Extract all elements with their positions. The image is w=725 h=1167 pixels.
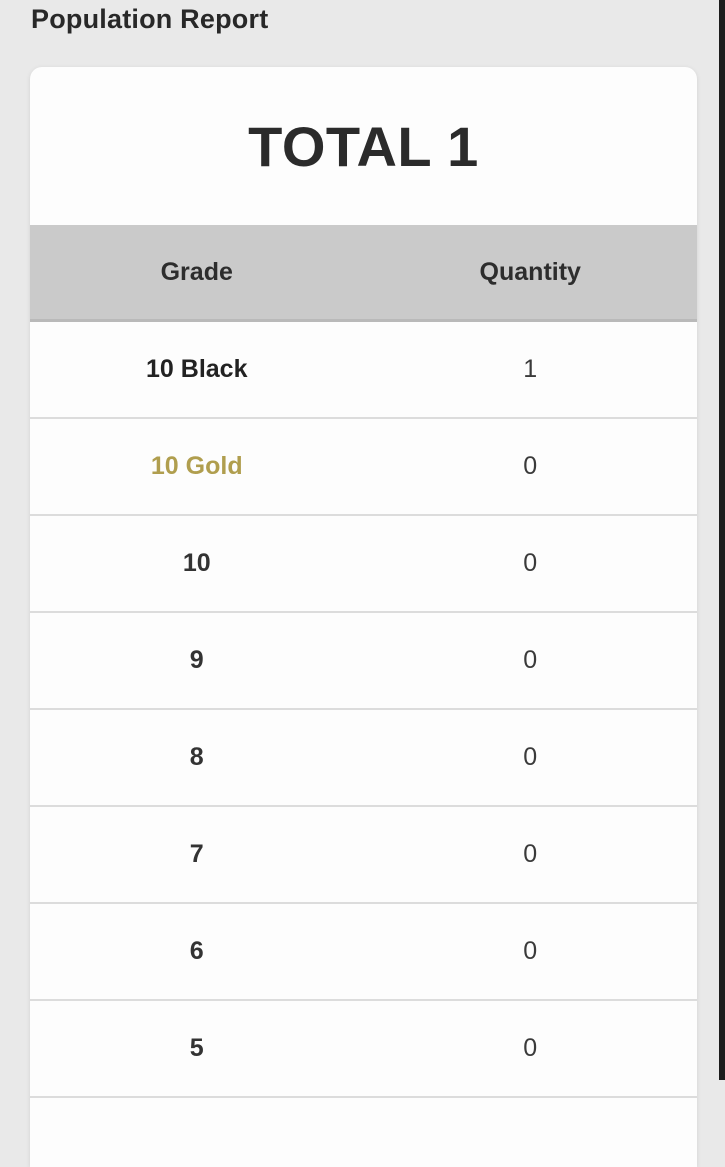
grade-cell: 7 <box>189 840 204 868</box>
quantity-cell: 1 <box>523 355 538 383</box>
grade-cell: 10 Black <box>146 355 248 383</box>
total-header: TOTAL 1 <box>30 67 697 225</box>
grade-cell: 9 <box>189 646 204 674</box>
page-title: Population Report <box>31 4 269 34</box>
table-row: 5 0 <box>30 1001 697 1098</box>
table-row: 6 0 <box>30 904 697 1001</box>
table-header-row: Grade Quantity <box>30 225 697 322</box>
grade-cell: 8 <box>189 743 204 771</box>
grade-cell: 5 <box>189 1034 204 1062</box>
table-row: 7 0 <box>30 807 697 904</box>
column-header-grade: Grade <box>160 257 233 286</box>
table-row: 10 Black 1 <box>30 322 697 419</box>
table-row: 10 Gold 0 <box>30 419 697 516</box>
column-header-quantity: Quantity <box>479 257 581 286</box>
screen-right-border <box>719 0 725 1080</box>
quantity-cell: 0 <box>523 840 538 868</box>
quantity-cell: 0 <box>523 549 538 577</box>
grade-cell: 10 <box>182 549 211 577</box>
table-row: 10 0 <box>30 516 697 613</box>
quantity-cell: 0 <box>523 452 538 480</box>
quantity-cell: 0 <box>523 937 538 965</box>
quantity-cell: 0 <box>523 743 538 771</box>
quantity-cell: 0 <box>523 1034 538 1062</box>
report-card: TOTAL 1 Grade Quantity 10 Black 1 10 Gol… <box>30 67 697 1167</box>
table-row: 8 0 <box>30 710 697 807</box>
grade-cell: 6 <box>189 937 204 965</box>
table-row: 9 0 <box>30 613 697 710</box>
table-body: 10 Black 1 10 Gold 0 10 0 9 0 8 0 7 0 6 … <box>30 322 697 1098</box>
quantity-cell: 0 <box>523 646 538 674</box>
total-label: TOTAL 1 <box>248 114 479 178</box>
grade-cell: 10 Gold <box>150 452 243 480</box>
